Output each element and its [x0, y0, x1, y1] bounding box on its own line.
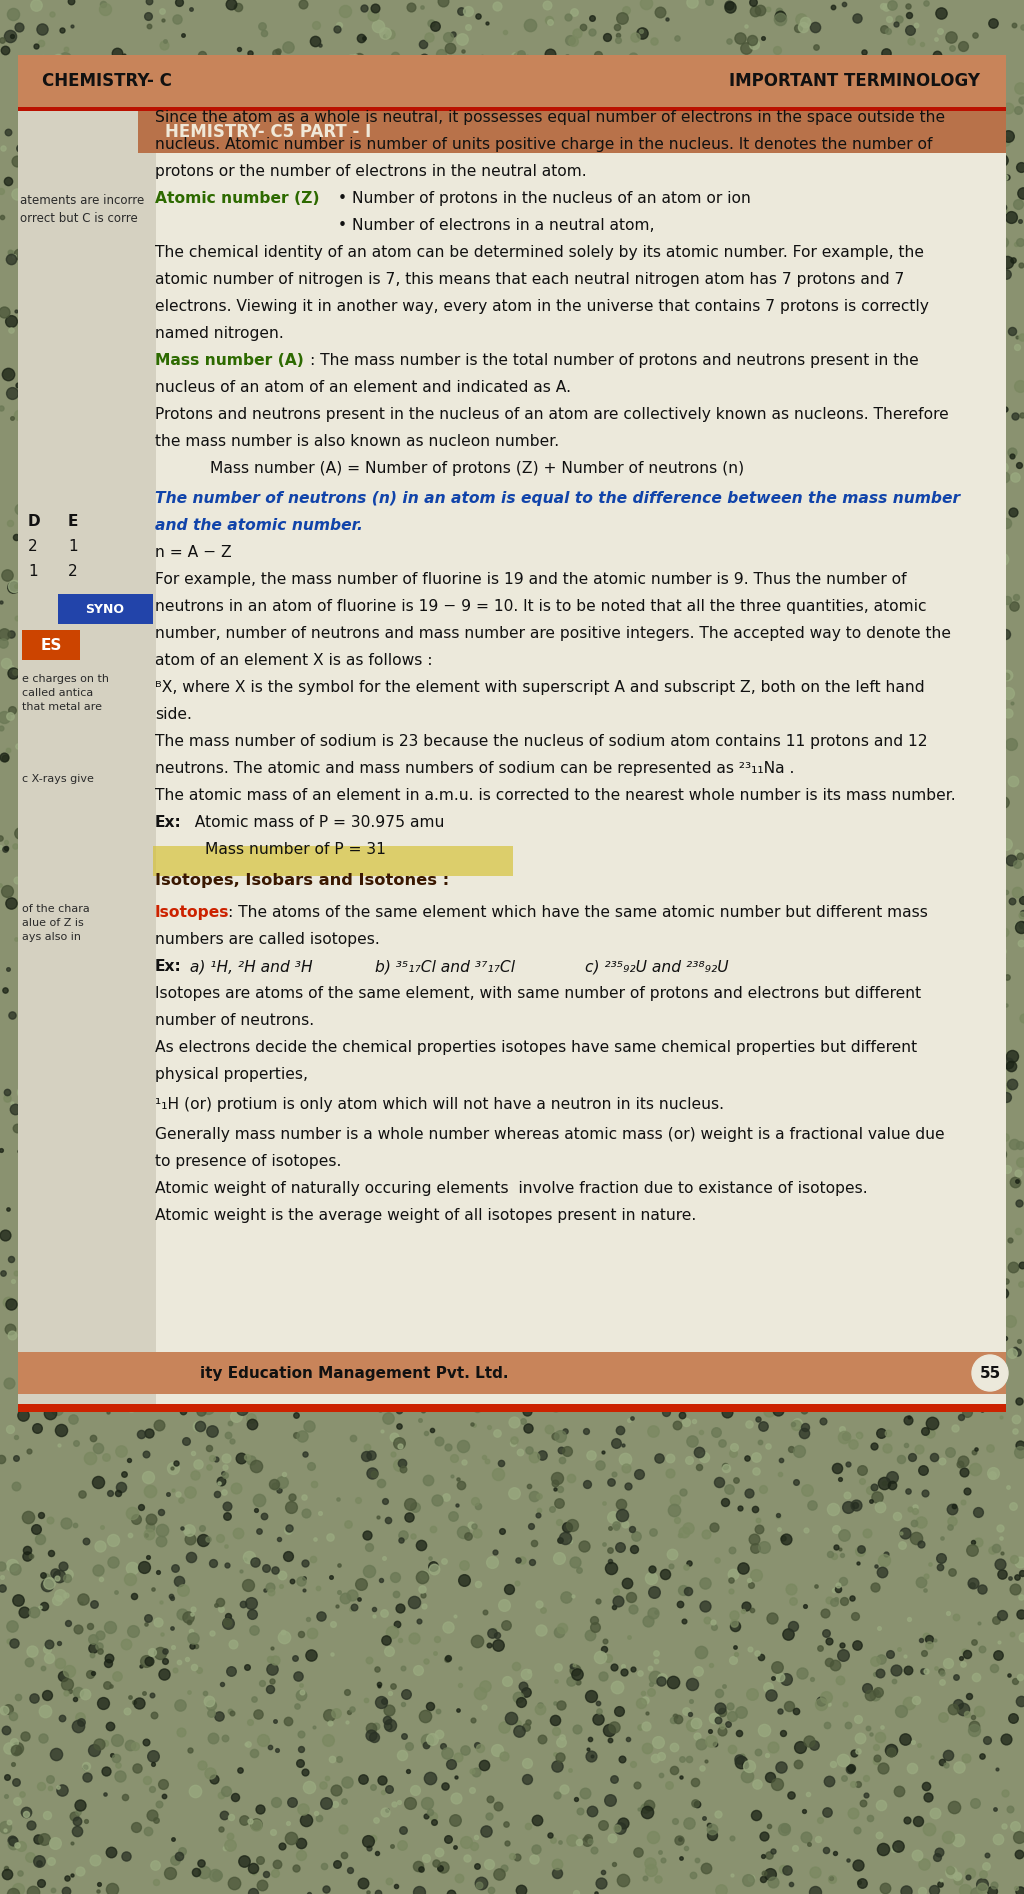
Text: protons or the number of electrons in the neutral atom.: protons or the number of electrons in th…	[155, 165, 587, 180]
Text: 2: 2	[28, 540, 38, 555]
Text: The mass number of sodium is 23 because the nucleus of sodium atom contains 11 p: The mass number of sodium is 23 because …	[155, 735, 928, 748]
Text: HEMISTRY- C5 PART - I: HEMISTRY- C5 PART - I	[165, 123, 372, 140]
Text: The atomic mass of an element in a.m.u. is corrected to the nearest whole number: The atomic mass of an element in a.m.u. …	[155, 788, 955, 803]
Text: side.: side.	[155, 706, 191, 722]
Text: IMPORTANT TERMINOLOGY: IMPORTANT TERMINOLOGY	[729, 72, 980, 91]
Text: a) ¹H, ²H and ³H: a) ¹H, ²H and ³H	[185, 958, 312, 974]
Text: atomic number of nitrogen is 7, this means that each neutral nitrogen atom has 7: atomic number of nitrogen is 7, this mea…	[155, 273, 904, 288]
Text: electrons. Viewing it in another way, every atom in the universe that contains 7: electrons. Viewing it in another way, ev…	[155, 299, 929, 314]
Text: and the atomic number.: and the atomic number.	[155, 517, 362, 532]
FancyBboxPatch shape	[18, 55, 1006, 106]
Text: neutrons in an atom of fluorine is 19 − 9 = 10. It is to be noted that all the t: neutrons in an atom of fluorine is 19 − …	[155, 599, 927, 614]
Text: 1: 1	[68, 540, 78, 555]
FancyBboxPatch shape	[58, 595, 153, 623]
Text: numbers are called isotopes.: numbers are called isotopes.	[155, 932, 380, 947]
FancyBboxPatch shape	[18, 55, 1006, 1403]
Text: Atomic weight of naturally occuring elements  involve fraction due to existance : Atomic weight of naturally occuring elem…	[155, 1182, 867, 1195]
Text: ity Education Management Pvt. Ltd.: ity Education Management Pvt. Ltd.	[200, 1366, 509, 1381]
Text: Ex:: Ex:	[155, 958, 181, 974]
Text: b) ³⁵₁₇Cl and ³⁷₁₇Cl: b) ³⁵₁₇Cl and ³⁷₁₇Cl	[375, 958, 515, 974]
Text: Isotopes: Isotopes	[155, 905, 229, 920]
FancyBboxPatch shape	[153, 847, 513, 877]
Text: E: E	[68, 513, 79, 528]
Text: : The atoms of the same element which have the same atomic number but different : : The atoms of the same element which ha…	[228, 905, 928, 920]
Text: CHEMISTRY- C: CHEMISTRY- C	[42, 72, 172, 91]
Text: number, number of neutrons and mass number are positive integers. The accepted w: number, number of neutrons and mass numb…	[155, 627, 951, 640]
Text: neutrons. The atomic and mass numbers of sodium can be represented as ²³₁₁Na .: neutrons. The atomic and mass numbers of…	[155, 761, 795, 777]
Text: Mass number of P = 31: Mass number of P = 31	[205, 843, 386, 856]
Text: 55: 55	[979, 1366, 1000, 1381]
Text: nucleus. Atomic number is number of units positive charge in the nucleus. It den: nucleus. Atomic number is number of unit…	[155, 136, 933, 152]
Text: For example, the mass number of fluorine is 19 and the atomic number is 9. Thus : For example, the mass number of fluorine…	[155, 572, 906, 587]
Text: c) ²³⁵₉₂U and ²³⁸₉₂U: c) ²³⁵₉₂U and ²³⁸₉₂U	[585, 958, 729, 974]
Text: The number of neutrons (n) in an atom is equal to the difference between the mas: The number of neutrons (n) in an atom is…	[155, 491, 961, 506]
Text: D: D	[28, 513, 41, 528]
FancyBboxPatch shape	[18, 106, 1006, 112]
FancyBboxPatch shape	[18, 55, 156, 1403]
Text: : The mass number is the total number of protons and neutrons present in the: : The mass number is the total number of…	[310, 352, 919, 367]
Text: • Number of electrons in a neutral atom,: • Number of electrons in a neutral atom,	[333, 218, 654, 233]
Text: Atomic weight is the average weight of all isotopes present in nature.: Atomic weight is the average weight of a…	[155, 1208, 696, 1224]
Text: named nitrogen.: named nitrogen.	[155, 326, 284, 341]
Text: atom of an element X is as follows :: atom of an element X is as follows :	[155, 653, 432, 669]
FancyBboxPatch shape	[18, 1403, 1006, 1413]
Text: c X-rays give: c X-rays give	[22, 775, 94, 784]
Text: • Number of protons in the nucleus of an atom or ion: • Number of protons in the nucleus of an…	[333, 191, 751, 206]
Text: Protons and neutrons present in the nucleus of an atom are collectively known as: Protons and neutrons present in the nucl…	[155, 407, 949, 422]
Text: of the chara
alue of Z is
ays also in: of the chara alue of Z is ays also in	[22, 903, 90, 941]
Text: Atomic number (Z): Atomic number (Z)	[155, 191, 319, 206]
Text: As electrons decide the chemical properties isotopes have same chemical properti: As electrons decide the chemical propert…	[155, 1040, 918, 1055]
Text: e charges on th
called antica
that metal are: e charges on th called antica that metal…	[22, 674, 109, 712]
Text: atements are incorre
orrect but C is corre: atements are incorre orrect but C is cor…	[20, 193, 144, 225]
Text: Ex:: Ex:	[155, 814, 181, 830]
Circle shape	[972, 1354, 1008, 1390]
Text: Mass number (A): Mass number (A)	[155, 352, 304, 367]
Text: to presence of isotopes.: to presence of isotopes.	[155, 1153, 341, 1169]
Text: Mass number (A) = Number of protons (Z) + Number of neutrons (n): Mass number (A) = Number of protons (Z) …	[210, 460, 744, 475]
Text: Since the atom as a whole is neutral, it possesses equal number of electrons in : Since the atom as a whole is neutral, it…	[155, 110, 945, 125]
Text: Isotopes, Isobars and Isotones :: Isotopes, Isobars and Isotones :	[155, 873, 450, 888]
FancyBboxPatch shape	[22, 631, 80, 659]
Text: number of neutrons.: number of neutrons.	[155, 1013, 314, 1028]
Text: nucleus of an atom of an element and indicated as A.: nucleus of an atom of an element and ind…	[155, 381, 571, 396]
Text: Isotopes are atoms of the same element, with same number of protons and electron: Isotopes are atoms of the same element, …	[155, 987, 922, 1002]
Text: ES: ES	[40, 638, 61, 653]
Text: ᴮX, where X is the symbol for the element with superscript A and subscript Z, bo: ᴮX, where X is the symbol for the elemen…	[155, 680, 925, 695]
FancyBboxPatch shape	[18, 1352, 1006, 1394]
Text: the mass number is also known as nucleon number.: the mass number is also known as nucleon…	[155, 434, 559, 449]
Text: 1: 1	[28, 564, 38, 580]
Text: ¹₁H (or) protium is only atom which will not have a neutron in its nucleus.: ¹₁H (or) protium is only atom which will…	[155, 1097, 724, 1112]
Text: physical properties,: physical properties,	[155, 1066, 308, 1081]
FancyBboxPatch shape	[138, 112, 1006, 153]
Text: 2: 2	[68, 564, 78, 580]
Text: SYNO: SYNO	[85, 602, 125, 616]
Text: Generally mass number is a whole number whereas atomic mass (or) weight is a fra: Generally mass number is a whole number …	[155, 1127, 944, 1142]
Text: Atomic mass of P = 30.975 amu: Atomic mass of P = 30.975 amu	[185, 814, 444, 830]
Text: n = A − Z: n = A − Z	[155, 545, 231, 561]
Text: The chemical identity of an atom can be determined solely by its atomic number. : The chemical identity of an atom can be …	[155, 244, 924, 259]
